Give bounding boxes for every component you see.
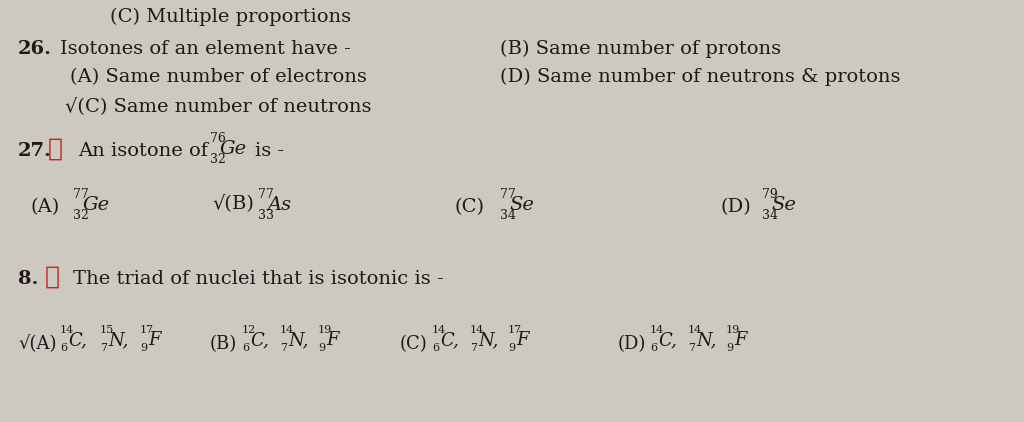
- Text: (A): (A): [30, 198, 59, 216]
- Text: 8.: 8.: [18, 270, 38, 288]
- Text: Se: Se: [510, 196, 535, 214]
- Text: F: F: [516, 331, 528, 349]
- Text: Isotones of an element have -: Isotones of an element have -: [60, 40, 351, 58]
- Text: 33: 33: [258, 209, 274, 222]
- Text: (B): (B): [210, 335, 238, 353]
- Text: 9: 9: [726, 343, 733, 353]
- Text: An isotone of: An isotone of: [78, 142, 208, 160]
- Text: √(A): √(A): [18, 335, 56, 353]
- Text: 7: 7: [688, 343, 695, 353]
- Text: 6: 6: [242, 343, 249, 353]
- Text: N,: N,: [478, 331, 499, 349]
- Text: C,: C,: [440, 331, 459, 349]
- Text: 17: 17: [508, 325, 522, 335]
- Text: 6: 6: [432, 343, 439, 353]
- Text: (D): (D): [618, 335, 646, 353]
- Text: 34: 34: [500, 209, 516, 222]
- Text: √(C) Same number of neutrons: √(C) Same number of neutrons: [65, 97, 372, 115]
- Text: (B) Same number of protons: (B) Same number of protons: [500, 40, 781, 58]
- Text: C,: C,: [658, 331, 677, 349]
- Text: 79: 79: [762, 188, 778, 201]
- Text: ★: ★: [48, 138, 63, 161]
- Text: F: F: [327, 331, 339, 349]
- Text: 14: 14: [60, 325, 75, 335]
- Text: N,: N,: [696, 331, 717, 349]
- Text: As: As: [268, 196, 292, 214]
- Text: C,: C,: [250, 331, 269, 349]
- Text: 17: 17: [140, 325, 155, 335]
- Text: 9: 9: [140, 343, 147, 353]
- Text: N,: N,: [109, 331, 129, 349]
- Text: 14: 14: [280, 325, 294, 335]
- Text: 9: 9: [318, 343, 326, 353]
- Text: 77: 77: [73, 188, 89, 201]
- Text: (C) Multiple proportions: (C) Multiple proportions: [110, 8, 351, 26]
- Text: 14: 14: [650, 325, 665, 335]
- Text: (D): (D): [720, 198, 751, 216]
- Text: 27.: 27.: [18, 142, 52, 160]
- Text: F: F: [734, 331, 746, 349]
- Text: C,: C,: [69, 331, 87, 349]
- Text: 6: 6: [650, 343, 657, 353]
- Text: (A) Same number of electrons: (A) Same number of electrons: [70, 68, 367, 86]
- Text: √(B): √(B): [212, 194, 254, 212]
- Text: ★: ★: [45, 266, 60, 289]
- Text: 19: 19: [726, 325, 740, 335]
- Text: 7: 7: [280, 343, 287, 353]
- Text: Se: Se: [772, 196, 797, 214]
- Text: The triad of nuclei that is isotonic is -: The triad of nuclei that is isotonic is …: [73, 270, 443, 288]
- Text: Ge: Ge: [220, 140, 247, 158]
- Text: 77: 77: [258, 188, 273, 201]
- Text: 12: 12: [242, 325, 256, 335]
- Text: 32: 32: [73, 209, 89, 222]
- Text: 14: 14: [470, 325, 484, 335]
- Text: 26.: 26.: [18, 40, 52, 58]
- Text: 76: 76: [210, 132, 226, 145]
- Text: 32: 32: [210, 153, 226, 166]
- Text: F: F: [148, 331, 161, 349]
- Text: Ge: Ge: [83, 196, 110, 214]
- Text: 19: 19: [318, 325, 332, 335]
- Text: 15: 15: [100, 325, 115, 335]
- Text: is -: is -: [255, 142, 284, 160]
- Text: N,: N,: [289, 331, 308, 349]
- Text: 34: 34: [762, 209, 778, 222]
- Text: 77: 77: [500, 188, 516, 201]
- Text: (D) Same number of neutrons & protons: (D) Same number of neutrons & protons: [500, 68, 900, 86]
- Text: (C): (C): [455, 198, 485, 216]
- Text: 7: 7: [470, 343, 477, 353]
- Text: 6: 6: [60, 343, 68, 353]
- Text: (C): (C): [400, 335, 428, 353]
- Text: 7: 7: [100, 343, 106, 353]
- Text: 14: 14: [432, 325, 446, 335]
- Text: 9: 9: [508, 343, 515, 353]
- Text: 14: 14: [688, 325, 702, 335]
